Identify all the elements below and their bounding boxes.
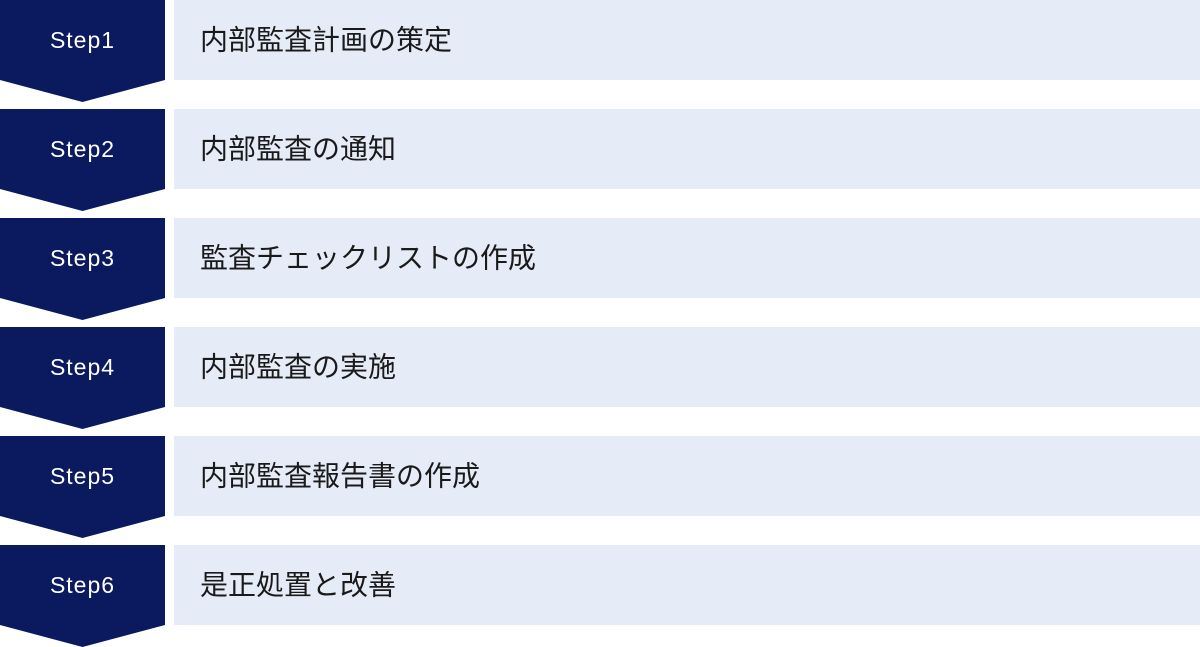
- step-box: [174, 436, 1200, 516]
- step-label: Step5: [50, 463, 115, 489]
- step-badge: [0, 436, 165, 538]
- step-box: [174, 109, 1200, 189]
- step-box: [174, 0, 1200, 80]
- step-box: [174, 545, 1200, 625]
- step-row: Step2 内部監査の通知: [0, 109, 1200, 211]
- step-badge: [0, 327, 165, 429]
- step-title: 内部監査計画の策定: [200, 24, 452, 55]
- step-label: Step6: [50, 572, 115, 598]
- step-box: [174, 218, 1200, 298]
- step-row: Step4 内部監査の実施: [0, 327, 1200, 429]
- step-label: Step3: [50, 245, 115, 271]
- step-title: 内部監査の実施: [200, 351, 396, 382]
- step-label: Step4: [50, 354, 115, 380]
- step-title: 内部監査報告書の作成: [200, 460, 480, 491]
- step-title: 内部監査の通知: [200, 133, 396, 164]
- step-row: Step6 是正処置と改善: [0, 545, 1200, 647]
- step-label: Step2: [50, 136, 115, 162]
- step-title: 是正処置と改善: [200, 569, 396, 600]
- step-badge: [0, 545, 165, 647]
- step-row: Step1 内部監査計画の策定: [0, 0, 1200, 102]
- step-title: 監査チェックリストの作成: [200, 242, 536, 273]
- step-row: Step5 内部監査報告書の作成: [0, 436, 1200, 538]
- step-box: [174, 327, 1200, 407]
- step-badge: [0, 0, 165, 102]
- step-badge: [0, 109, 165, 211]
- step-label: Step1: [50, 27, 115, 53]
- step-row: Step3 監査チェックリストの作成: [0, 218, 1200, 320]
- step-badge: [0, 218, 165, 320]
